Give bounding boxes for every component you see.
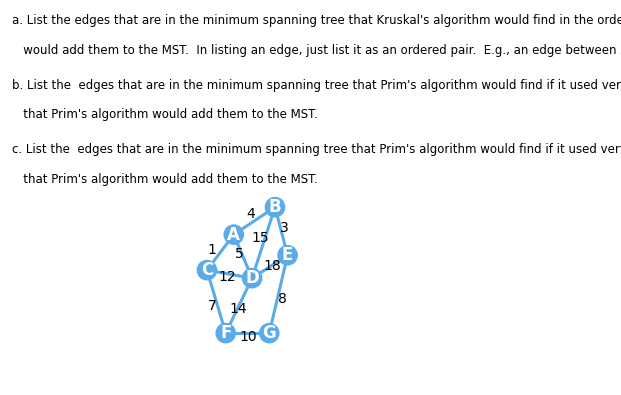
Text: 14: 14: [229, 302, 247, 316]
Text: 1: 1: [207, 243, 217, 256]
Text: 3: 3: [280, 221, 289, 235]
Text: b. List the  edges that are in the minimum spanning tree that Prim's algorithm w: b. List the edges that are in the minimu…: [12, 79, 621, 92]
Text: C: C: [201, 261, 213, 279]
Circle shape: [224, 225, 243, 244]
Text: 15: 15: [252, 231, 270, 245]
Text: G: G: [263, 324, 276, 342]
Text: that Prim's algorithm would add them to the MST.: that Prim's algorithm would add them to …: [12, 108, 318, 121]
Text: E: E: [282, 246, 293, 264]
Text: a. List the edges that are in the minimum spanning tree that Kruskal's algorithm: a. List the edges that are in the minimu…: [12, 14, 621, 27]
Text: 8: 8: [278, 292, 287, 306]
Circle shape: [216, 324, 235, 343]
Text: 10: 10: [239, 329, 257, 344]
Text: F: F: [220, 324, 232, 342]
Circle shape: [197, 261, 217, 280]
Circle shape: [242, 269, 261, 288]
Text: A: A: [227, 226, 240, 244]
Text: 5: 5: [235, 247, 243, 261]
Circle shape: [278, 246, 297, 265]
Circle shape: [265, 198, 284, 217]
Text: 4: 4: [247, 207, 255, 221]
Text: that Prim's algorithm would add them to the MST.: that Prim's algorithm would add them to …: [12, 173, 318, 186]
Text: B: B: [269, 198, 281, 216]
Text: 18: 18: [264, 259, 281, 273]
Circle shape: [260, 324, 279, 343]
Text: 7: 7: [208, 299, 217, 313]
Text: D: D: [245, 269, 259, 287]
Text: would add them to the MST.  In listing an edge, just list it as an ordered pair.: would add them to the MST. In listing an…: [12, 44, 621, 57]
Text: 12: 12: [219, 270, 237, 284]
Text: c. List the  edges that are in the minimum spanning tree that Prim's algorithm w: c. List the edges that are in the minimu…: [12, 143, 621, 156]
